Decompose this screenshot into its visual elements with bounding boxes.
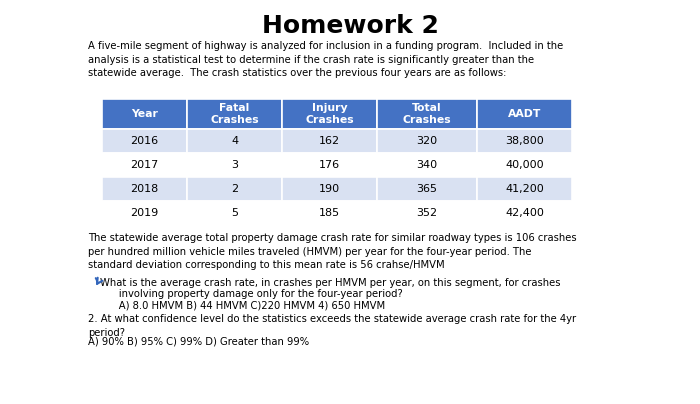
Text: Year: Year: [131, 109, 158, 119]
Text: 2018: 2018: [130, 184, 159, 194]
Bar: [187, 153, 282, 177]
Text: 2: 2: [231, 184, 238, 194]
Bar: [377, 153, 477, 177]
Text: 3: 3: [231, 160, 238, 170]
Bar: [477, 129, 572, 153]
Bar: [377, 99, 477, 129]
Text: The statewide average total property damage crash rate for similar roadway types: The statewide average total property dam…: [88, 233, 577, 270]
Text: 2017: 2017: [130, 160, 159, 170]
Text: 320: 320: [416, 136, 438, 146]
Bar: [282, 201, 377, 225]
Text: A) 90% B) 95% C) 99% D) Greater than 99%: A) 90% B) 95% C) 99% D) Greater than 99%: [88, 336, 309, 346]
Bar: [102, 201, 187, 225]
Text: AADT: AADT: [508, 109, 541, 119]
Text: Fatal
Crashes: Fatal Crashes: [210, 103, 259, 125]
Text: A) 8.0 HMVM B) 44 HMVM C)220 HMVM 4) 650 HMVM: A) 8.0 HMVM B) 44 HMVM C)220 HMVM 4) 650…: [100, 300, 385, 310]
Bar: [102, 129, 187, 153]
Text: 42,400: 42,400: [505, 208, 544, 218]
Bar: [477, 177, 572, 201]
Text: 162: 162: [319, 136, 340, 146]
Text: 2. At what confidence level do the statistics exceeds the statewide average cras: 2. At what confidence level do the stati…: [88, 314, 576, 338]
Text: 40,000: 40,000: [505, 160, 544, 170]
Bar: [187, 99, 282, 129]
Text: Injury
Crashes: Injury Crashes: [305, 103, 354, 125]
Text: 365: 365: [416, 184, 438, 194]
Bar: [102, 177, 187, 201]
Bar: [477, 201, 572, 225]
Text: 176: 176: [319, 160, 340, 170]
Bar: [282, 129, 377, 153]
Text: 4: 4: [231, 136, 238, 146]
Text: 352: 352: [416, 208, 438, 218]
Text: A five-mile segment of highway is analyzed for inclusion in a funding program.  : A five-mile segment of highway is analyz…: [88, 41, 564, 78]
Bar: [102, 153, 187, 177]
Text: 38,800: 38,800: [505, 136, 544, 146]
Bar: [102, 99, 187, 129]
Bar: [282, 99, 377, 129]
Text: What is the average crash rate, in crashes per HMVM per year, on this segment, f: What is the average crash rate, in crash…: [100, 278, 561, 288]
Text: Homework 2: Homework 2: [262, 14, 438, 38]
Bar: [282, 177, 377, 201]
Text: Total
Crashes: Total Crashes: [402, 103, 452, 125]
Text: 185: 185: [319, 208, 340, 218]
Bar: [377, 201, 477, 225]
Text: 190: 190: [319, 184, 340, 194]
Text: 340: 340: [416, 160, 438, 170]
Text: 2016: 2016: [130, 136, 159, 146]
Bar: [377, 177, 477, 201]
Bar: [282, 153, 377, 177]
Bar: [187, 129, 282, 153]
Text: 5: 5: [231, 208, 238, 218]
Bar: [477, 153, 572, 177]
Bar: [377, 129, 477, 153]
Bar: [187, 177, 282, 201]
Bar: [477, 99, 572, 129]
Bar: [187, 201, 282, 225]
Text: 41,200: 41,200: [505, 184, 544, 194]
Text: involving property damage only for the four-year period?: involving property damage only for the f…: [100, 289, 402, 299]
Text: 2019: 2019: [130, 208, 159, 218]
